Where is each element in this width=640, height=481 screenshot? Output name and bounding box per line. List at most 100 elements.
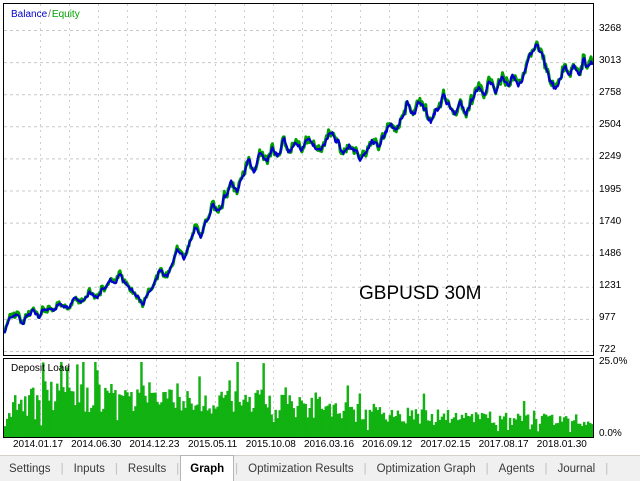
deposit-load-bar — [118, 394, 121, 437]
deposit-load-bar — [92, 405, 95, 437]
balance-equity-chart[interactable]: GBPUSD 30M Balance/Equity — [3, 3, 594, 356]
deposit-load-bar — [560, 421, 564, 437]
deposit-load-bar — [104, 387, 107, 437]
deposit-load-bar — [394, 416, 398, 437]
deposit-load-bar — [304, 403, 307, 437]
deposit-load-bar — [520, 420, 524, 437]
tab-inputs[interactable]: Inputs — [64, 456, 114, 481]
deposit-load-bar — [10, 416, 13, 437]
deposit-load-bar — [442, 413, 446, 437]
deposit-load-bar — [574, 414, 578, 437]
deposit-load-bar — [444, 420, 448, 437]
tab-graph[interactable]: Graph — [180, 455, 235, 481]
deposit-load-bar — [486, 418, 490, 437]
deposit-load-bar — [338, 413, 342, 437]
tab-optimization-results[interactable]: Optimization Results — [239, 456, 363, 481]
deposit-load-bar — [570, 421, 574, 437]
deposit-load-bar — [100, 411, 103, 437]
deposit-load-bar — [174, 407, 177, 437]
tab-journal[interactable]: Journal — [548, 456, 605, 481]
deposit-load-bar — [152, 392, 155, 437]
deposit-load-bar — [148, 382, 151, 437]
deposit-load-bar — [426, 420, 430, 437]
deposit-load-bar — [420, 409, 424, 437]
tab-strip[interactable]: Settings | Inputs | Results | Graph | Optimizati… — [0, 455, 609, 481]
deposit-load-bar — [340, 418, 344, 437]
deposit-load-bar — [90, 407, 93, 437]
deposit-load-bar — [320, 408, 323, 437]
deposit-load-bar — [490, 423, 494, 437]
deposit-load-bar — [222, 397, 225, 437]
deposit-load-bar — [268, 395, 271, 437]
tab-bar[interactable]: Settings | Inputs | Results | Graph | Optimizati… — [0, 455, 640, 481]
deposit-load-bar — [484, 414, 488, 437]
deposit-load-bar — [400, 421, 404, 437]
deposit-load-bar — [410, 410, 414, 437]
deposit-load-bar — [480, 412, 484, 437]
deposit-load-bar — [240, 405, 243, 437]
deposit-load-bar — [504, 412, 508, 437]
deposit-load-bar — [156, 401, 159, 437]
deposit-load-bar — [172, 402, 175, 437]
tab-separator: | — [363, 462, 367, 475]
deposit-load-bar — [564, 416, 568, 437]
deposit-load-bar — [532, 410, 536, 437]
deposit-load-bar — [202, 406, 205, 437]
deposit-load-bar — [260, 389, 263, 437]
tab-results[interactable]: Results — [118, 456, 176, 481]
deposit-load-bar — [6, 418, 9, 437]
deposit-load-bar — [322, 410, 325, 437]
tab-optimization-graph[interactable]: Optimization Graph — [367, 456, 485, 481]
deposit-load-bar — [146, 402, 149, 437]
tab-agents[interactable]: Agents — [489, 456, 544, 481]
deposit-load-bar — [388, 415, 392, 437]
deposit-load-bar — [108, 392, 111, 437]
deposit-load-bar — [60, 362, 63, 437]
deposit-load-bar — [40, 425, 43, 437]
deposit-load-bar — [70, 391, 73, 437]
deposit-load-bar — [50, 381, 53, 437]
deposit-load-chart[interactable]: Deposit Load — [3, 358, 594, 438]
deposit-load-bar — [292, 408, 295, 437]
deposit-load-bar — [230, 400, 233, 437]
deposit-load-bar — [450, 419, 454, 437]
tab-separator: | — [114, 462, 118, 475]
deposit-load-bar — [342, 410, 346, 437]
deposit-load-bar — [546, 416, 550, 437]
deposit-load-bar — [58, 390, 61, 437]
price-axis-label: 1740 — [599, 215, 622, 227]
deposit-load-bar — [250, 411, 253, 437]
deposit-load-bar — [462, 417, 466, 437]
deposit-load-title: Deposit Load — [11, 363, 70, 374]
deposit-load-bar — [76, 364, 79, 437]
deposit-load-bar — [236, 362, 239, 437]
date-axis-label: 2016.03.16 — [303, 439, 355, 450]
deposit-load-bar — [402, 421, 406, 437]
deposit-load-bar — [82, 362, 85, 437]
deposit-load-bar — [328, 403, 331, 437]
deposit-load-bar — [494, 425, 498, 437]
date-axis-label: 2015.10.08 — [245, 439, 296, 450]
deposit-load-bar — [492, 422, 496, 437]
deposit-load-bar — [132, 410, 135, 437]
deposit-load-bar — [80, 384, 83, 437]
deposit-load-bar — [354, 421, 358, 437]
deposit-load-bar — [584, 424, 588, 437]
deposit-load-bar — [74, 405, 77, 437]
deposit-load-bar — [522, 401, 526, 437]
deposit-load-bar — [284, 387, 287, 437]
tab-separator: | — [485, 462, 489, 475]
tab-separator: | — [60, 462, 64, 475]
deposit-load-bar — [380, 414, 384, 437]
tab-settings[interactable]: Settings — [0, 456, 60, 481]
deposit-load-bar — [254, 392, 257, 437]
deposit-load-bar — [144, 395, 147, 437]
deposit-load-bar — [24, 396, 27, 437]
deposit-load-bar — [26, 415, 29, 437]
deposit-load-bar — [44, 381, 47, 437]
deposit-load-bar — [228, 380, 231, 437]
deposit-load-bar — [124, 390, 127, 437]
deposit-load-bar — [110, 384, 113, 437]
deposit-load-bar — [496, 431, 500, 437]
deposit-load-bar — [214, 408, 217, 437]
